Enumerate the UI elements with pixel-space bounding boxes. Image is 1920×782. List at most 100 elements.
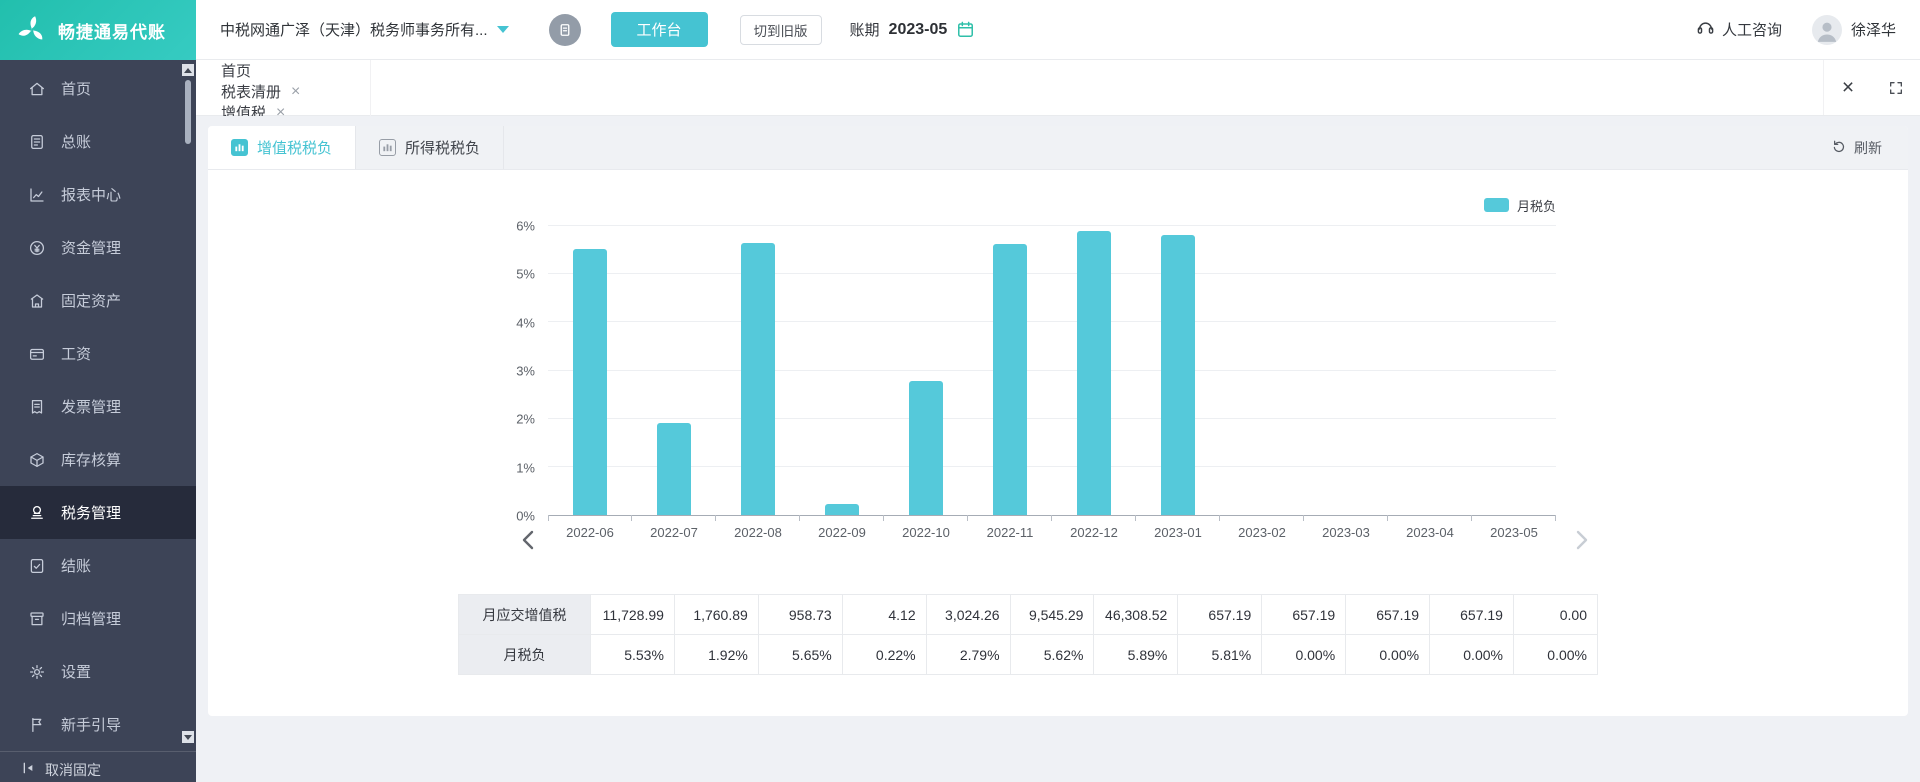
- x-axis-label: 2022-07: [650, 525, 698, 540]
- sidebar-item-label: 固定资产: [61, 293, 122, 310]
- bar-slot: [716, 226, 800, 521]
- sidebar-item-0[interactable]: 首页: [0, 62, 196, 115]
- x-axis-label: 2022-09: [818, 525, 866, 540]
- legend-label: 月税负: [1516, 198, 1556, 214]
- brand-logo: 畅捷通易代账: [0, 0, 196, 60]
- document-icon: [560, 23, 569, 36]
- table-cell: 5.81%: [1177, 634, 1263, 675]
- closing-icon: [27, 556, 47, 576]
- chevron-left-icon: [522, 530, 534, 550]
- tax-table-body: 月应交增值税 11,728.99 1,760.89 958.73 4.12 3,024.2…: [458, 594, 1599, 675]
- calendar-icon[interactable]: [956, 20, 975, 39]
- sidebar-item-11[interactable]: 设置: [0, 645, 196, 698]
- tab-label: 税表清册: [221, 84, 282, 101]
- table-cell: 5.62%: [1009, 634, 1095, 675]
- chevron-right-icon: [1576, 530, 1588, 550]
- close-tabs-button[interactable]: ×: [1824, 60, 1872, 115]
- x-axis-label: 2023-02: [1238, 525, 1286, 540]
- chart-next-button[interactable]: [1572, 529, 1592, 551]
- refresh-button[interactable]: 刷新: [1832, 126, 1882, 169]
- table-cell: 0.00%: [1512, 634, 1599, 675]
- table-cell: 5.53%: [590, 634, 675, 675]
- bar-slot: [632, 226, 716, 521]
- x-axis-label: 2022-11: [986, 525, 1034, 540]
- x-axis-label: 2023-01: [1154, 525, 1202, 540]
- close-tab-icon[interactable]: ×: [291, 82, 301, 100]
- chart-legend: 月税负: [478, 196, 1556, 214]
- invoice-icon: [27, 397, 47, 417]
- table-cell: 0.00: [1512, 594, 1599, 635]
- refresh-label: 刷新: [1854, 139, 1882, 156]
- x-axis-label: 2023-03: [1322, 525, 1370, 540]
- scroll-up-icon[interactable]: [182, 64, 194, 76]
- gridline: [548, 225, 1556, 226]
- support-label: 人工咨询: [1721, 22, 1782, 39]
- subtab-strip: 增值税税负 所得税税负: [208, 126, 505, 169]
- sidebar: 首页 总账报表中心资金管理固定资产工资发票管理库存核算 税务管理 结账 归档管理 设置 新手…: [0, 60, 196, 782]
- workbench-button[interactable]: 工作台: [610, 12, 708, 47]
- archive-icon: [27, 609, 47, 629]
- subtab-icon: [231, 139, 248, 156]
- chart-prev-button[interactable]: [518, 529, 538, 551]
- table-cell: 1.92%: [673, 634, 759, 675]
- topbar-right: 人工咨询 徐泽华: [1696, 14, 1896, 45]
- sidebar-item-2[interactable]: 报表中心: [0, 168, 196, 221]
- scrollbar-thumb[interactable]: [185, 80, 191, 144]
- notice-button[interactable]: [548, 13, 581, 46]
- tax-table: 月应交增值税 11,728.99 1,760.89 958.73 4.12 3,024.2…: [458, 594, 1599, 675]
- tab-1[interactable]: 税表清册 ×: [196, 81, 372, 102]
- guide-icon: [27, 715, 47, 735]
- table-cell: 5.89%: [1093, 634, 1179, 675]
- sidebar-item-6[interactable]: 发票管理: [0, 380, 196, 433]
- tax-chart: 月税负 0% 1% 2% 3% 4% 5% 6% 20: [478, 196, 1588, 550]
- user-icon: [1817, 22, 1837, 42]
- avatar[interactable]: [1811, 14, 1842, 45]
- gridline: [548, 273, 1556, 275]
- table-cell: 46,308.52: [1093, 594, 1179, 635]
- scroll-down-icon[interactable]: [182, 731, 194, 743]
- sidebar-item-10[interactable]: 归档管理: [0, 592, 196, 645]
- sidebar-item-5[interactable]: 工资: [0, 327, 196, 380]
- sidebar-item-3[interactable]: 资金管理: [0, 221, 196, 274]
- table-cell: 2.79%: [925, 634, 1011, 675]
- y-tick-label: 6%: [516, 218, 535, 234]
- fullscreen-button[interactable]: [1872, 60, 1920, 115]
- sidebar-item-7[interactable]: 库存核算: [0, 433, 196, 486]
- sidebar-item-12[interactable]: 新手引导: [0, 698, 196, 751]
- sidebar-item-1[interactable]: 总账: [0, 115, 196, 168]
- bar-2022-06: [573, 248, 607, 515]
- close-tab-icon[interactable]: ×: [276, 103, 286, 121]
- y-axis: 0% 1% 2% 3% 4% 5% 6%: [478, 219, 548, 524]
- sidebar-item-label: 发票管理: [61, 399, 122, 416]
- subtab-1[interactable]: 所得税税负: [356, 126, 505, 169]
- period-value: 2023-05: [888, 20, 948, 38]
- sidebar-item-8[interactable]: 税务管理: [0, 486, 196, 539]
- table-cell: 4.12: [841, 594, 927, 635]
- tab-0[interactable]: 首页: [196, 60, 372, 81]
- bar-slot: [1388, 226, 1472, 521]
- fullscreen-icon: [1890, 81, 1902, 94]
- gridline: [548, 465, 1556, 467]
- bar-slot: [548, 226, 632, 521]
- sidebar-item-9[interactable]: 结账: [0, 539, 196, 592]
- bars: [548, 226, 1556, 521]
- tax-icon: [27, 503, 47, 523]
- table-cell: 9,545.29: [1009, 594, 1095, 635]
- unpin-label: 取消固定: [45, 761, 101, 778]
- sidebar-item-label: 报表中心: [61, 187, 122, 204]
- salary-icon: [27, 344, 47, 364]
- subtab-0[interactable]: 增值税税负: [208, 126, 357, 169]
- ledger-icon: [27, 132, 47, 152]
- unpin-button[interactable]: 取消固定: [0, 751, 196, 782]
- switch-old-version-button[interactable]: 切到旧版: [739, 14, 822, 45]
- company-selector[interactable]: 中税网通广泽（天津）税务师事务所有...: [220, 19, 509, 40]
- sidebar-item-4[interactable]: 固定资产: [0, 274, 196, 327]
- table-cell: 3,024.26: [925, 594, 1011, 635]
- home-icon: [27, 79, 47, 99]
- support-button[interactable]: 人工咨询: [1696, 18, 1782, 41]
- y-tick-label: 4%: [516, 315, 535, 331]
